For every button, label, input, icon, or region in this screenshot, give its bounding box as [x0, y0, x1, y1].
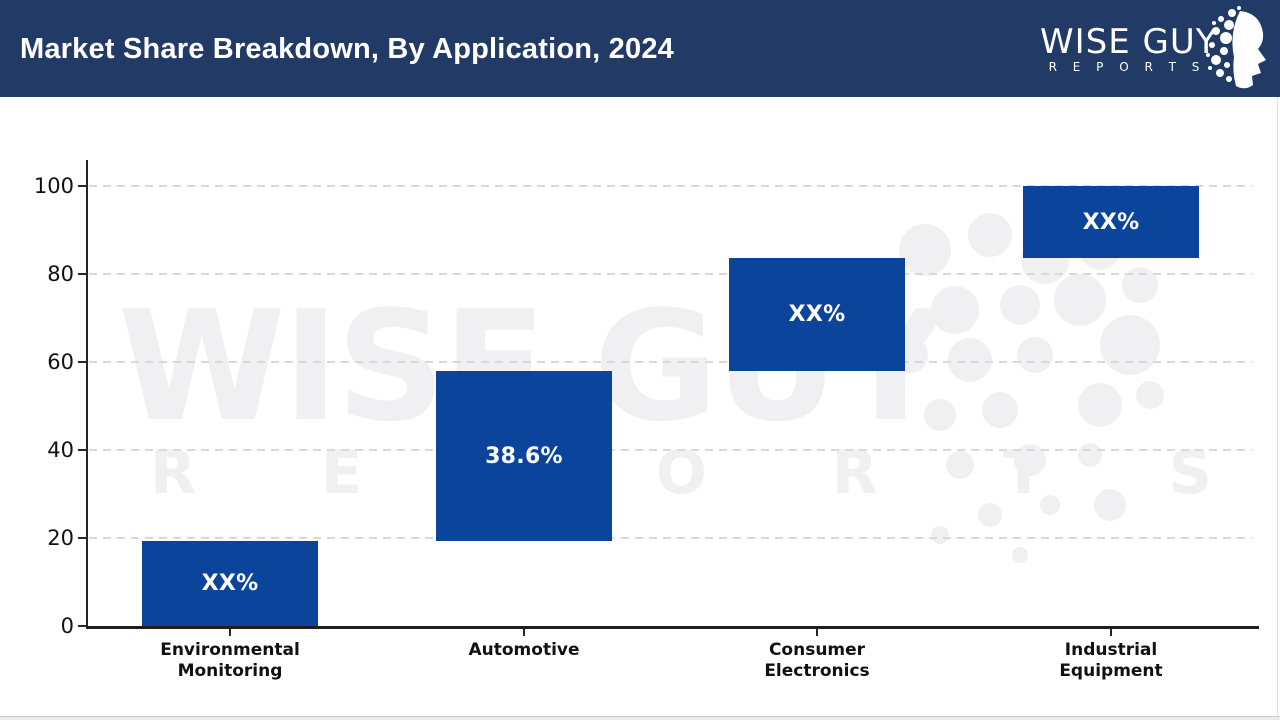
x-category-label-automotive: Automotive: [468, 640, 580, 660]
header: Market Share Breakdown, By Application, …: [0, 0, 1280, 97]
bar-automotive: 38.6%: [436, 371, 612, 542]
gridline-20: [89, 537, 1252, 539]
y-tick-mark-0: [78, 625, 87, 627]
logo-wordmark: WISE GUY: [1040, 22, 1218, 62]
logo-subtitle: R E P O R T S: [1048, 60, 1206, 74]
bar-consumer-electronics: XX%: [729, 258, 905, 372]
bottom-strip: [0, 717, 1280, 720]
y-tick-mark-100: [78, 185, 87, 187]
wise-guy-logo: WISE GUY R E P O R T S: [1030, 0, 1280, 97]
y-tick-mark-80: [78, 273, 87, 275]
y-tick-mark-60: [78, 361, 87, 363]
y-tick-label-100: 100: [33, 174, 74, 198]
x-tick-mark-environmental-monitoring: [229, 629, 231, 636]
y-tick-label-40: 40: [47, 438, 74, 462]
logo-head-icon: [1206, 6, 1266, 89]
y-tick-mark-20: [78, 537, 87, 539]
gridline-80: [89, 273, 1252, 275]
x-category-label-environmental-monitoring: Environmental Monitoring: [160, 640, 300, 682]
x-category-label-consumer-electronics: Consumer Electronics: [764, 640, 870, 682]
x-tick-mark-industrial-equipment: [1110, 629, 1112, 636]
bar-value-label: XX%: [1082, 209, 1140, 235]
y-tick-label-0: 0: [60, 614, 74, 638]
page-title: Market Share Breakdown, By Application, …: [20, 33, 674, 65]
y-tick-mark-40: [78, 449, 87, 451]
gridline-40: [89, 449, 1252, 451]
y-tick-label-20: 20: [47, 526, 74, 550]
bar-value-label: XX%: [201, 571, 259, 597]
x-axis: [86, 626, 1259, 629]
x-tick-mark-automotive: [523, 629, 525, 636]
x-category-label-industrial-equipment: Industrial Equipment: [1059, 640, 1163, 682]
bar-industrial-equipment: XX%: [1023, 186, 1199, 259]
bar-value-label: 38.6%: [485, 443, 563, 469]
y-tick-label-60: 60: [47, 350, 74, 374]
y-tick-label-80: 80: [47, 262, 74, 286]
gridline-60: [89, 361, 1252, 363]
bar-value-label: XX%: [788, 302, 846, 328]
right-edge-divider: [1277, 97, 1278, 720]
bottom-divider: [0, 716, 1280, 717]
gridline-100: [89, 185, 1252, 187]
y-axis: [86, 160, 88, 628]
bar-environmental-monitoring: XX%: [142, 541, 318, 626]
x-tick-mark-consumer-electronics: [816, 629, 818, 636]
